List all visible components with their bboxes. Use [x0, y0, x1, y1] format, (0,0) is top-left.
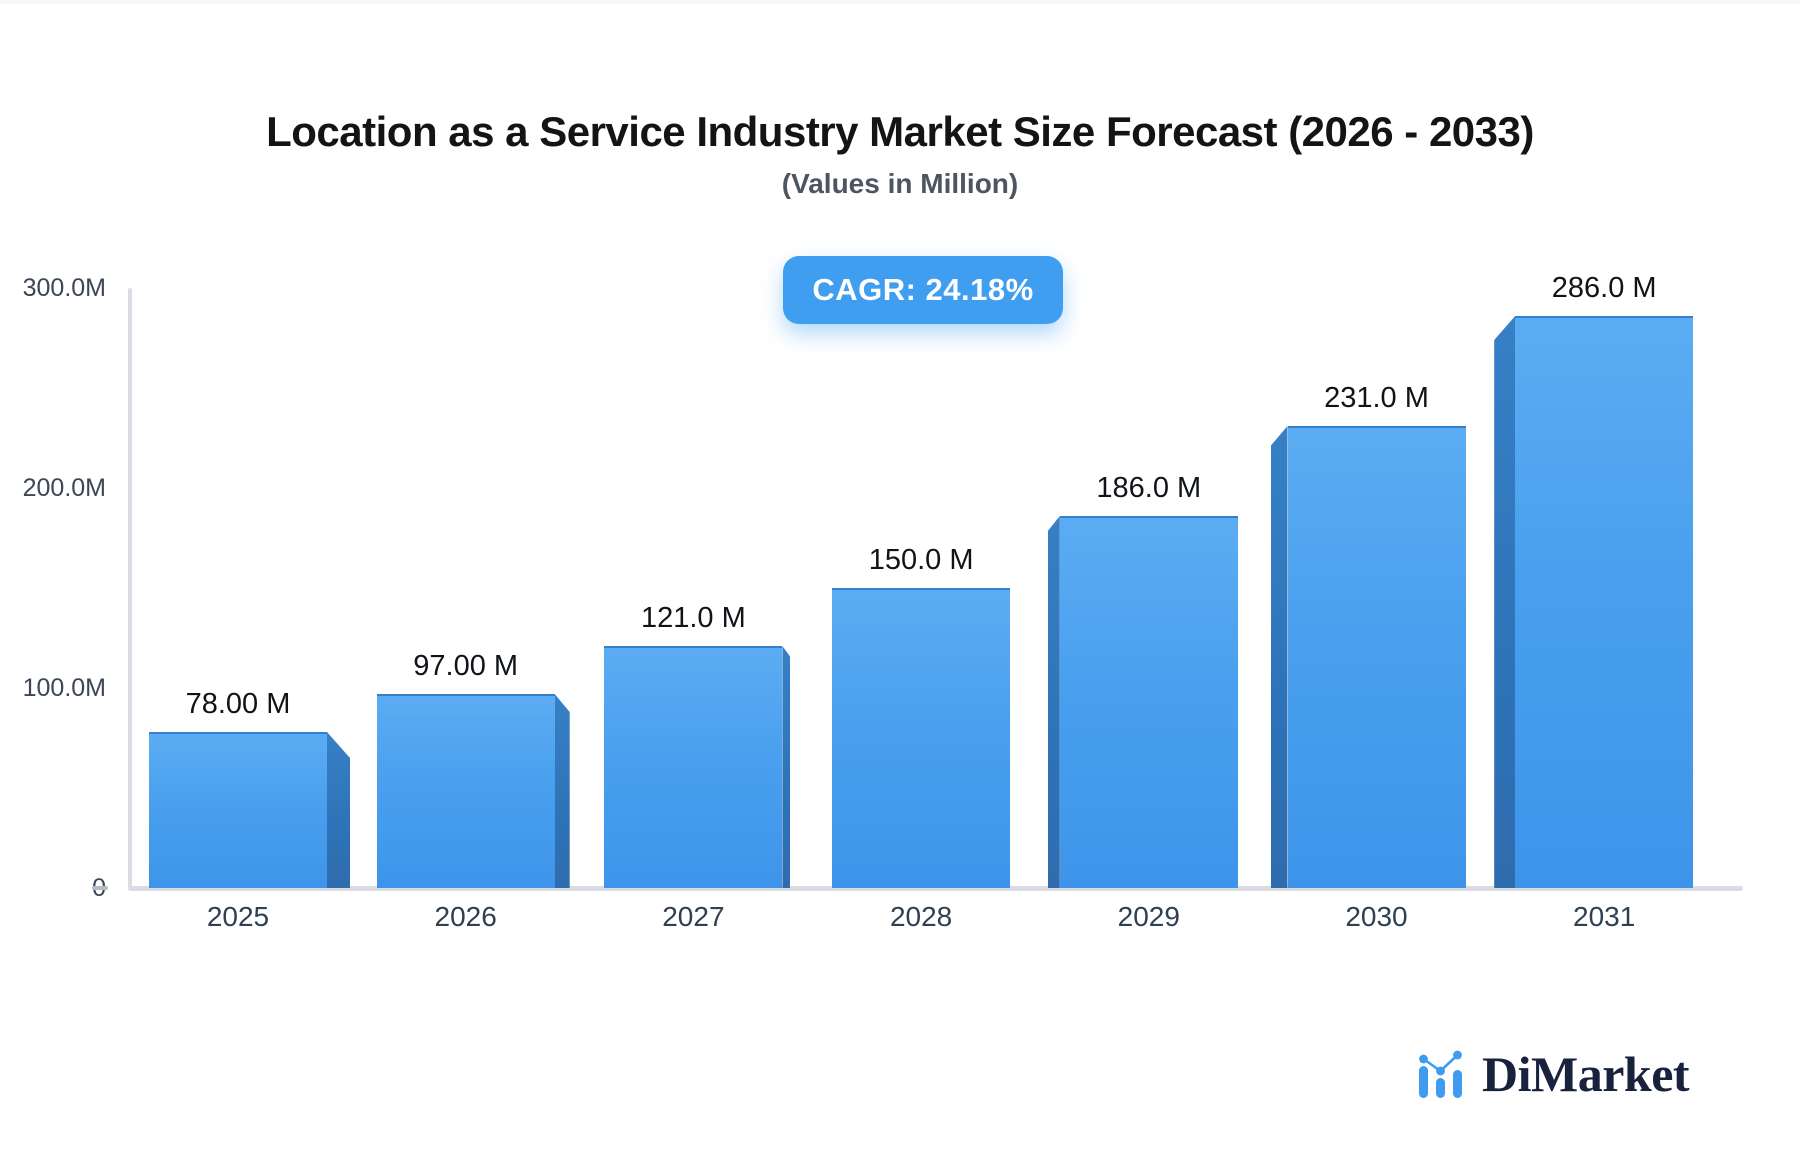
x-tick-label: 2026: [434, 901, 497, 932]
bar-value-label: 286.0 M: [1551, 272, 1657, 304]
cagr-badge: CAGR: 24.18%: [783, 256, 1063, 324]
chart-subtitle: (Values in Million): [781, 168, 1019, 199]
bar-value-label: 97.00 M: [413, 650, 519, 682]
bar-side-2027: [782, 646, 791, 888]
bar-2028: [832, 588, 1011, 888]
bar-2025: [149, 732, 327, 888]
bar-side-2026: [554, 694, 570, 888]
bar-line-chart-icon: [1419, 1050, 1462, 1098]
bar-side-2031: [1494, 316, 1516, 888]
y-tick-label: 0: [0, 872, 106, 904]
bar-value-label: 121.0 M: [640, 602, 746, 634]
bar-value-label: 231.0 M: [1324, 382, 1429, 414]
bar-value-label: 78.00 M: [185, 688, 291, 720]
cagr-badge-label: CAGR: 24.18%: [812, 272, 1034, 307]
bar-2029: [1059, 516, 1238, 888]
y-axis-line: [128, 288, 132, 888]
x-axis-line: [128, 886, 1743, 891]
x-tick-label: 2027: [662, 901, 725, 932]
bar-2031: [1515, 316, 1694, 888]
y-tick-label: 200.0M: [22, 474, 106, 502]
x-tick-label: 2028: [889, 901, 953, 932]
brand-logo: DiMarket: [1416, 1046, 1690, 1102]
bar-side-2025: [327, 732, 350, 888]
bar-value-label: 186.0 M: [1096, 472, 1202, 504]
y-tick-label: 100.0M: [22, 674, 106, 702]
zero-tick-mark: [92, 886, 108, 890]
x-tick-label: 2025: [206, 901, 270, 932]
bar-2030: [1287, 426, 1466, 888]
x-tick-label: 2030: [1345, 901, 1408, 932]
bar-side-2030: [1270, 426, 1288, 888]
x-tick-label: 2029: [1117, 901, 1180, 932]
y-tick-label: 300.0M: [22, 274, 106, 302]
top-strip: [0, 0, 1800, 4]
brand-name: DiMarket: [1482, 1046, 1690, 1102]
bar-2027: [604, 646, 783, 888]
bar-2026: [376, 694, 555, 888]
chart-title: Location as a Service Industry Market Si…: [266, 108, 1534, 155]
x-tick-label: 2031: [1573, 901, 1636, 932]
bar-value-label: 150.0 M: [868, 544, 974, 576]
bar-side-2029: [1047, 516, 1060, 888]
